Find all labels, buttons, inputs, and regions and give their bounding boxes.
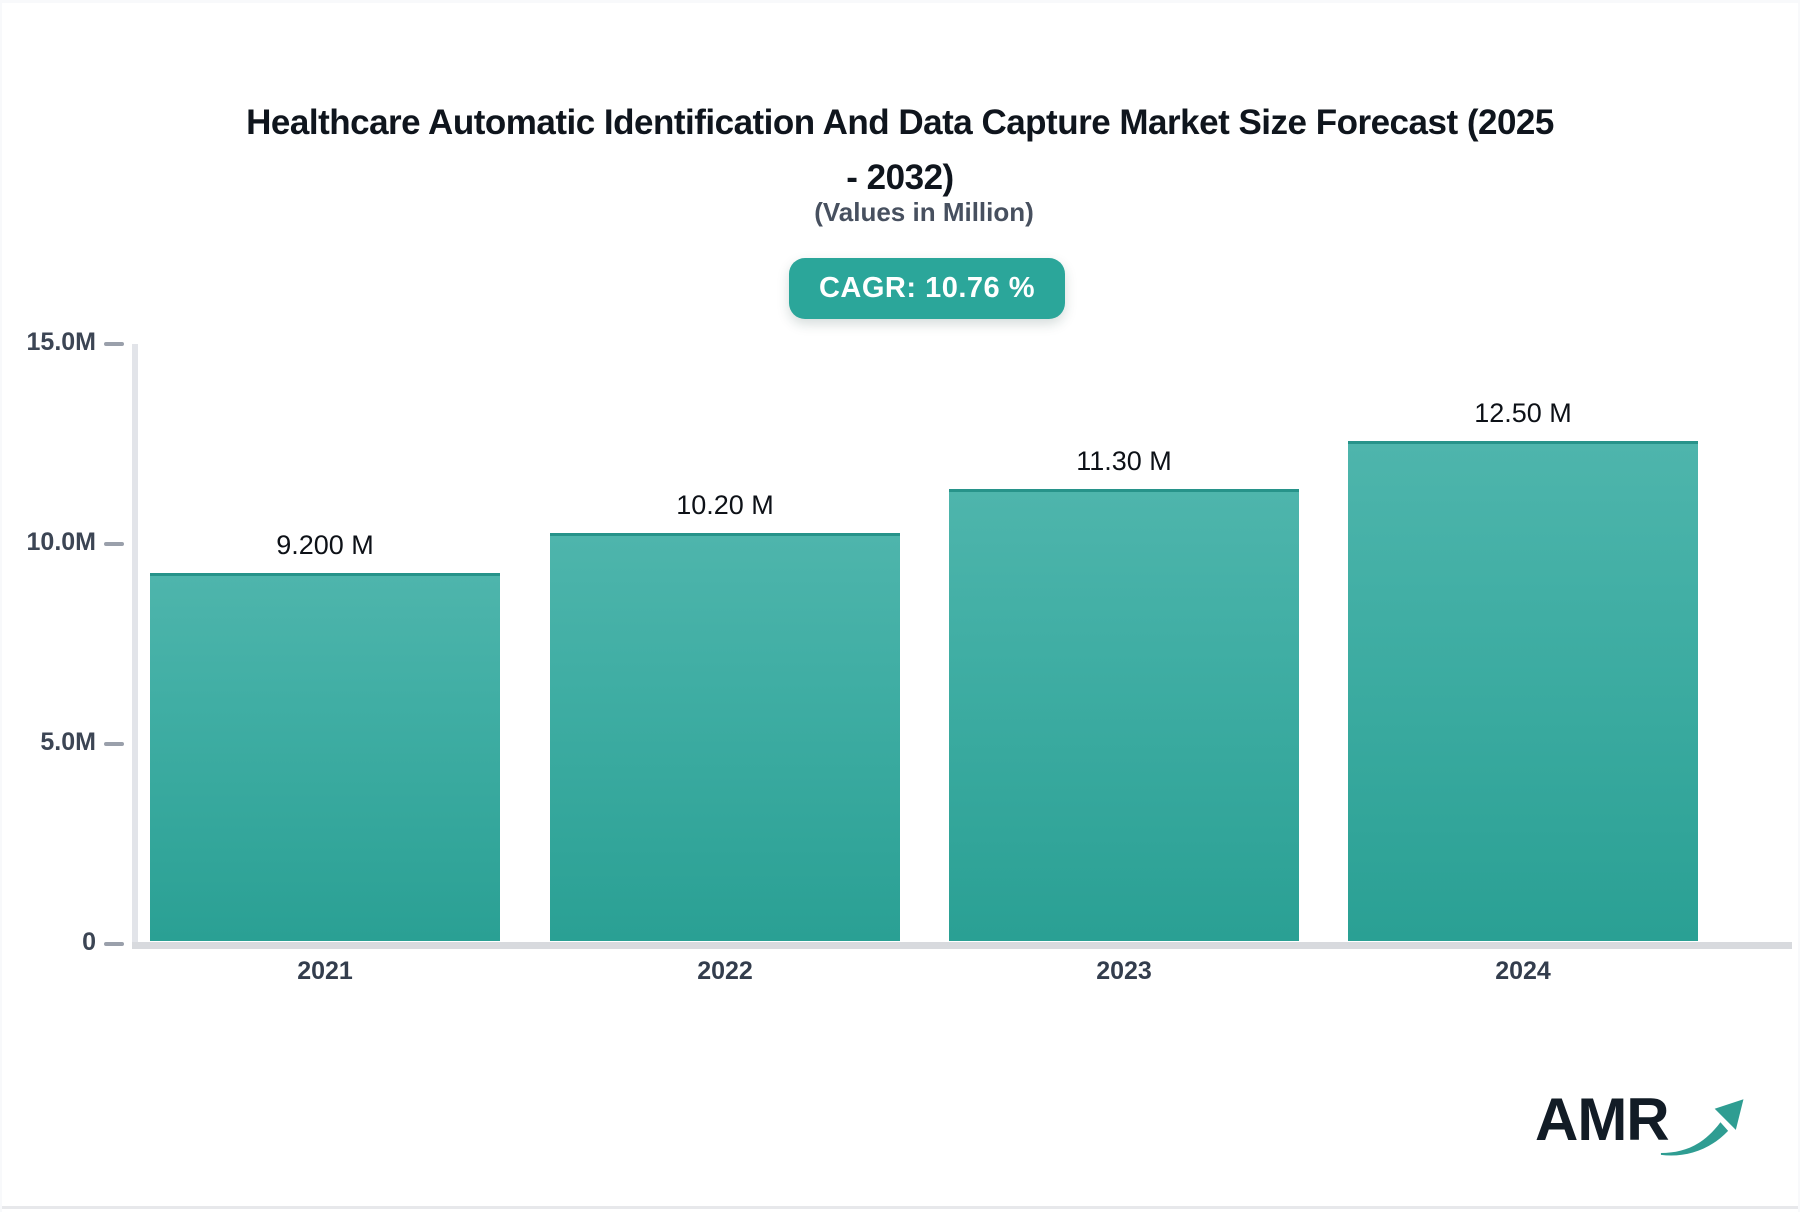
amr-logo-text: AMR [1535, 1086, 1670, 1153]
cagr-badge: CAGR: 10.76 % [788, 258, 1066, 319]
bar-value-label: 12.50 M [1474, 398, 1572, 428]
bar-face[interactable] [1348, 441, 1698, 941]
y-tick-label: 0 [82, 928, 96, 956]
bar-face[interactable] [550, 533, 900, 941]
x-axis-label-2022: 2022 [697, 957, 753, 985]
y-tick-label: 15.0M [26, 328, 96, 356]
y-axis-line [132, 344, 138, 945]
chart-subtitle: (Values in Million) [814, 197, 1034, 227]
x-axis-label-2023: 2023 [1096, 957, 1152, 985]
tick-dash-icon [104, 542, 124, 546]
chart-title-line1: Healthcare Automatic Identification And … [246, 103, 1554, 142]
x-axis-label-2024: 2024 [1495, 957, 1551, 985]
y-tick-label: 10.0M [26, 528, 96, 556]
tick-dash-icon [104, 342, 124, 346]
chart-title-line2: - 2032) [846, 158, 954, 197]
bar-face[interactable] [949, 489, 1299, 941]
tick-dash-icon [104, 942, 124, 946]
bar-value-label: 11.30 M [1076, 446, 1172, 476]
chart-title: Healthcare Automatic Identification And … [2, 95, 1798, 205]
bar-face[interactable] [150, 573, 500, 941]
x-axis-label-2021: 2021 [297, 957, 353, 985]
amr-logo: AMR [1535, 1089, 1755, 1161]
tick-dash-icon [104, 742, 124, 746]
bar-value-label: 10.20 M [676, 490, 774, 520]
y-tick-label: 5.0M [40, 728, 96, 756]
growth-arrow-icon [1660, 1099, 1744, 1156]
x-axis-baseline [132, 942, 1792, 949]
page-bottom-border [2, 1206, 1798, 1209]
bar-value-label: 9.200 M [276, 530, 374, 560]
